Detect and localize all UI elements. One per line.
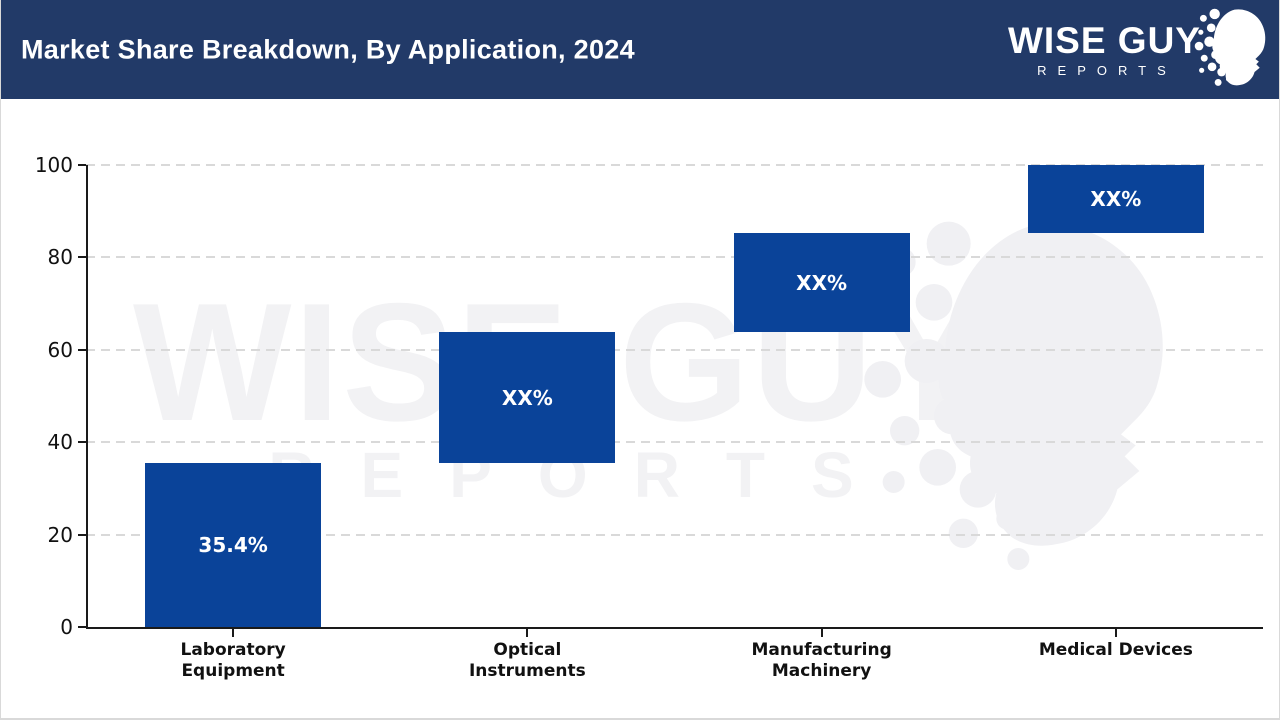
x-axis-category-label-line: Manufacturing [751,640,892,660]
x-axis-tick [1114,629,1117,637]
x-axis-category-label-line: Instruments [468,661,586,681]
wiseguy-head-icon [1193,6,1271,93]
x-axis-category-label-line: Optical [493,640,562,660]
y-axis-tick [78,533,86,536]
logo-wiseguy-text: WISE GUY [1007,19,1201,61]
x-axis-tick [526,629,529,637]
x-axis-line [86,627,1263,629]
y-axis-tick-label: 100 [34,153,73,177]
x-axis-tick [232,629,235,637]
y-axis-tick [78,256,86,259]
bar-optical-instruments [439,331,616,464]
bar-value-label: 35.4% [198,533,268,558]
y-axis-line [86,165,88,627]
gridline [86,348,1263,351]
wiseguy-reports-logo: WISE GUY REPORTS [1008,6,1271,93]
x-axis-category-label: Medical Devices [986,640,1246,661]
bar-value-label: XX% [796,270,848,295]
y-axis-tick [78,441,86,444]
bar-medical-devices [1027,165,1204,234]
y-axis-tick [78,164,86,166]
gridline [86,533,1263,536]
x-axis-category-label-line: Machinery [771,661,872,681]
y-axis-tick-label: 80 [47,245,73,270]
x-axis-category-label: Manufacturing Machinery [692,640,952,682]
gridline [86,256,1263,259]
wiseguy-head-watermark-icon [857,210,1187,582]
y-axis-tick-label: 20 [47,522,73,547]
chart-title: Market Share Breakdown, By Application, … [21,34,635,64]
y-axis-tick-label: 0 [60,615,73,639]
logo-wordmark: WISE GUY REPORTS [1008,22,1201,78]
gridline [86,441,1263,444]
x-axis-category-label-line: Equipment [181,661,285,681]
y-axis-tick-label: 60 [47,337,73,362]
bar-manufacturing-machinery [733,233,910,332]
y-axis-tick [78,348,86,351]
logo-reports-text: REPORTS [1037,62,1177,78]
y-axis-tick [78,626,86,628]
x-axis-tick [820,629,823,637]
x-axis-category-label: Laboratory Equipment [103,640,363,682]
bar-laboratory-equipment [145,463,322,627]
x-axis-category-label-line: Laboratory [180,640,286,660]
bar-value-label: XX% [1090,187,1142,212]
x-axis-category-label: Optical Instruments [397,640,657,682]
bar-value-label: XX% [501,385,553,410]
y-axis-tick-label: 40 [47,430,73,455]
x-axis-category-label-line: Medical Devices [1038,640,1193,660]
header-banner: Market Share Breakdown, By Application, … [1,0,1279,99]
gridline [86,164,1263,166]
